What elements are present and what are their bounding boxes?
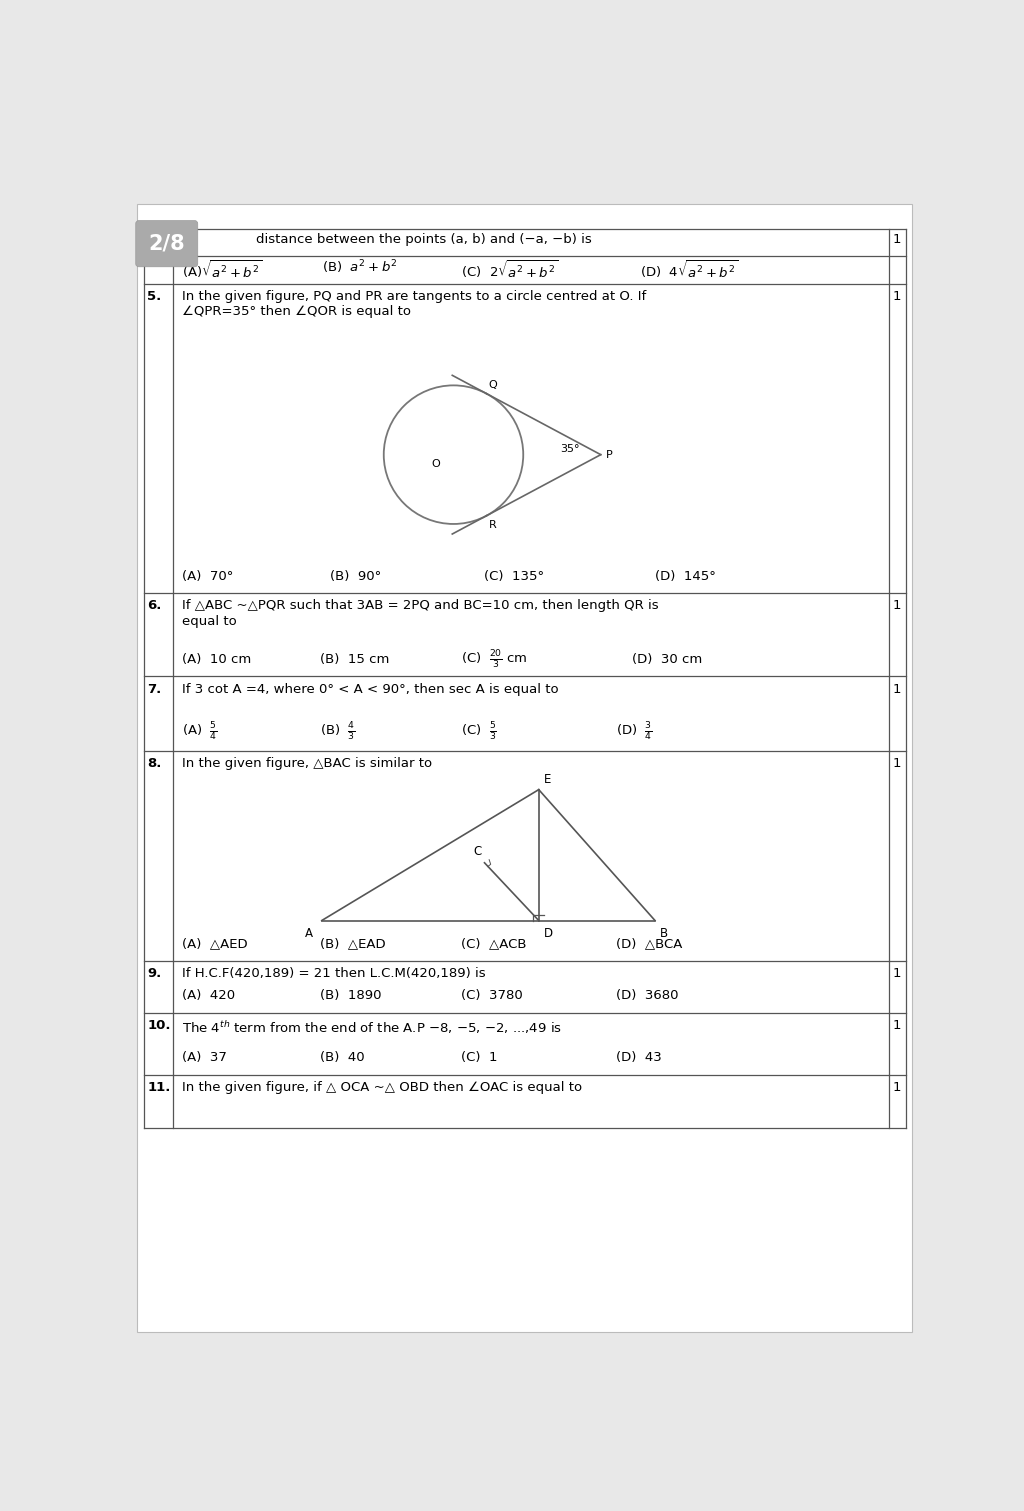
- Text: (A)  420: (A) 420: [182, 990, 236, 1002]
- Text: distance between the points (a, b) and (−a, −b) is: distance between the points (a, b) and (…: [256, 233, 592, 246]
- Text: equal to: equal to: [182, 615, 237, 629]
- Text: (C)  $\frac{5}{3}$: (C) $\frac{5}{3}$: [461, 721, 498, 743]
- Text: The 4$^{th}$ term from the end of the A.P −8, −5, −2, ...,49 is: The 4$^{th}$ term from the end of the A.…: [182, 1018, 562, 1037]
- Text: 1: 1: [893, 233, 901, 246]
- Text: (C)  3780: (C) 3780: [461, 990, 523, 1002]
- Text: R: R: [488, 520, 497, 529]
- Text: Q: Q: [488, 379, 498, 390]
- Text: (D)  3680: (D) 3680: [616, 990, 679, 1002]
- Text: In the given figure, PQ and PR are tangents to a circle centred at O. If: In the given figure, PQ and PR are tange…: [182, 290, 646, 302]
- Text: (B)  15 cm: (B) 15 cm: [321, 653, 389, 666]
- Text: 11.: 11.: [147, 1080, 171, 1094]
- Text: (D)  △BCA: (D) △BCA: [616, 937, 683, 950]
- Text: C: C: [473, 845, 481, 858]
- FancyBboxPatch shape: [136, 221, 198, 267]
- Text: 6.: 6.: [147, 600, 162, 612]
- Text: (A)  70°: (A) 70°: [182, 570, 233, 583]
- Text: (D)  145°: (D) 145°: [655, 570, 716, 583]
- Text: (A)  $\frac{5}{4}$: (A) $\frac{5}{4}$: [182, 721, 218, 743]
- Text: P: P: [605, 450, 612, 459]
- Text: (B)  40: (B) 40: [321, 1052, 365, 1064]
- Text: 1: 1: [893, 290, 901, 302]
- Text: (B)  $\frac{4}{3}$: (B) $\frac{4}{3}$: [321, 721, 356, 743]
- Text: D: D: [544, 926, 553, 940]
- Text: (A)  △AED: (A) △AED: [182, 937, 248, 950]
- Text: In the given figure, if △ OCA ~△ OBD then ∠OAC is equal to: In the given figure, if △ OCA ~△ OBD the…: [182, 1080, 583, 1094]
- Text: ∠QPR=35° then ∠QOR is equal to: ∠QPR=35° then ∠QOR is equal to: [182, 305, 412, 319]
- Text: (C)  135°: (C) 135°: [484, 570, 545, 583]
- Text: (D)  $4\sqrt{a^2+b^2}$: (D) $4\sqrt{a^2+b^2}$: [640, 258, 737, 280]
- Text: 1: 1: [893, 600, 901, 612]
- Text: If 3 cot A =4, where 0° < A < 90°, then sec A is equal to: If 3 cot A =4, where 0° < A < 90°, then …: [182, 683, 559, 695]
- Text: 5.: 5.: [147, 290, 162, 302]
- Text: (B)  90°: (B) 90°: [330, 570, 381, 583]
- Text: (C)  1: (C) 1: [461, 1052, 498, 1064]
- Text: (C)  $2\sqrt{a^2+b^2}$: (C) $2\sqrt{a^2+b^2}$: [461, 258, 558, 280]
- Text: 1: 1: [893, 757, 901, 771]
- Text: (D)  $\frac{3}{4}$: (D) $\frac{3}{4}$: [616, 721, 653, 743]
- Text: A: A: [304, 926, 312, 940]
- Text: (D)  43: (D) 43: [616, 1052, 662, 1064]
- Text: 1: 1: [893, 1018, 901, 1032]
- Text: O: O: [432, 458, 440, 468]
- Text: If △ABC ~△PQR such that 3AB = 2PQ and BC=10 cm, then length QR is: If △ABC ~△PQR such that 3AB = 2PQ and BC…: [182, 600, 658, 612]
- Text: (B)  $a^2+b^2$: (B) $a^2+b^2$: [322, 258, 397, 277]
- Text: 1: 1: [893, 683, 901, 695]
- Text: 35°: 35°: [560, 444, 580, 453]
- Text: 1: 1: [893, 1080, 901, 1094]
- Text: (C)  △ACB: (C) △ACB: [461, 937, 526, 950]
- Text: 7.: 7.: [147, 683, 162, 695]
- Text: (B)  △EAD: (B) △EAD: [321, 937, 386, 950]
- Text: In the given figure, △BAC is similar to: In the given figure, △BAC is similar to: [182, 757, 432, 771]
- Text: (A)  37: (A) 37: [182, 1052, 227, 1064]
- Text: 2/8: 2/8: [148, 234, 185, 254]
- Text: 1: 1: [893, 967, 901, 979]
- Text: 10.: 10.: [147, 1018, 171, 1032]
- Text: If H.C.F(420,189) = 21 then L.C.M(420,189) is: If H.C.F(420,189) = 21 then L.C.M(420,18…: [182, 967, 485, 979]
- Text: (A)$\sqrt{a^2+b^2}$: (A)$\sqrt{a^2+b^2}$: [182, 258, 262, 280]
- Text: E: E: [544, 772, 551, 786]
- Text: 9.: 9.: [147, 967, 162, 979]
- Text: (D)  30 cm: (D) 30 cm: [632, 653, 702, 666]
- Text: (C)  $\frac{20}{3}$ cm: (C) $\frac{20}{3}$ cm: [461, 648, 528, 671]
- Text: B: B: [659, 926, 668, 940]
- Text: (B)  1890: (B) 1890: [321, 990, 382, 1002]
- Text: (A)  10 cm: (A) 10 cm: [182, 653, 252, 666]
- Text: 8.: 8.: [147, 757, 162, 771]
